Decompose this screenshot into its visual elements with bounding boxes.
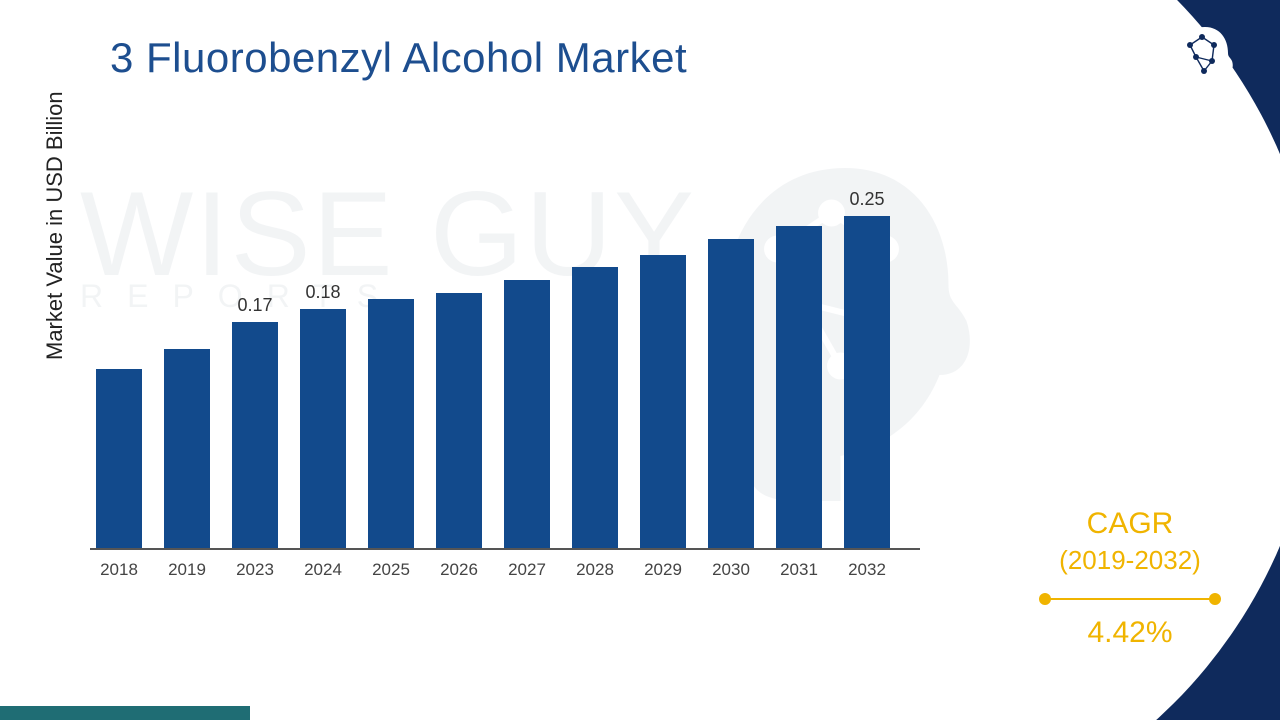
bar <box>96 369 142 548</box>
brand-line1: WISE GUY <box>996 39 1162 73</box>
x-tick-label: 2030 <box>708 560 754 580</box>
bar-value-label: 0.17 <box>237 295 272 316</box>
x-tick-label: 2026 <box>436 560 482 580</box>
bottom-accent-bar <box>0 706 250 720</box>
brand-head-icon <box>1170 23 1240 103</box>
chart-title: 3 Fluorobenzyl Alcohol Market <box>110 34 687 82</box>
bar-wrap <box>776 220 822 548</box>
bar <box>164 349 210 548</box>
bar-wrap: 0.25 <box>844 189 890 548</box>
bar <box>572 267 618 548</box>
bar-wrap <box>504 274 550 548</box>
bar <box>300 309 346 548</box>
bar <box>368 299 414 548</box>
bar <box>776 226 822 548</box>
cagr-value: 4.42% <box>1020 616 1240 650</box>
bar <box>844 216 890 548</box>
x-tick-label: 2032 <box>844 560 890 580</box>
brand-text: WISE GUY REPORTS <box>996 39 1162 87</box>
cagr-range: (2019-2032) <box>1020 545 1240 576</box>
y-axis-label: Market Value in USD Billion <box>42 91 68 360</box>
bar <box>232 322 278 548</box>
bar-chart: 0.17 0.18 0.25 2018 2019 2023 2024 2025 2026 202… <box>90 150 920 580</box>
x-tick-label: 2031 <box>776 560 822 580</box>
brand-line2: REPORTS <box>996 71 1162 87</box>
bar-wrap: 0.18 <box>300 282 346 548</box>
bar-wrap <box>164 343 210 548</box>
x-tick-label: 2029 <box>640 560 686 580</box>
plot-area: 0.17 0.18 0.25 <box>90 150 920 550</box>
bar <box>640 255 686 548</box>
cagr-title: CAGR <box>1020 507 1240 541</box>
brand-logo: WISE GUY REPORTS <box>1010 18 1240 108</box>
bar-wrap: 0.17 <box>232 295 278 548</box>
bar <box>436 293 482 548</box>
bar-wrap <box>96 363 142 548</box>
x-tick-label: 2023 <box>232 560 278 580</box>
x-tick-label: 2024 <box>300 560 346 580</box>
cagr-block: CAGR (2019-2032) 4.42% <box>1020 507 1240 650</box>
bar-wrap <box>708 233 754 548</box>
bar-value-label: 0.18 <box>305 282 340 303</box>
bar-wrap <box>572 261 618 548</box>
x-tick-label: 2027 <box>504 560 550 580</box>
bar-wrap <box>368 293 414 548</box>
bar-value-label: 0.25 <box>849 189 884 210</box>
cagr-divider <box>1045 598 1215 600</box>
bar <box>708 239 754 548</box>
x-tick-label: 2019 <box>164 560 210 580</box>
x-tick-label: 2028 <box>572 560 618 580</box>
bar-wrap <box>640 249 686 548</box>
bar <box>504 280 550 548</box>
x-tick-label: 2018 <box>96 560 142 580</box>
x-tick-label: 2025 <box>368 560 414 580</box>
bar-wrap <box>436 287 482 548</box>
